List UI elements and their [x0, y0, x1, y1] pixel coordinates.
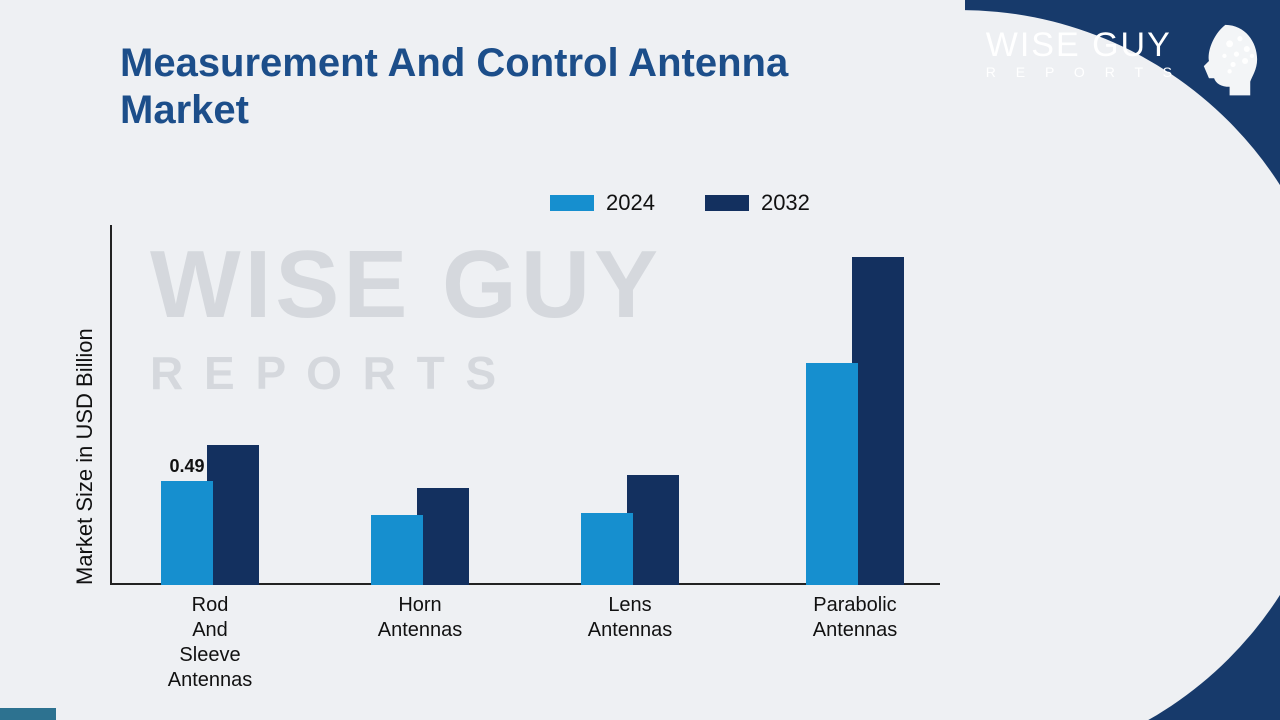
category-label: LensAntennas	[565, 593, 695, 643]
brand-sub: R E P O R T S	[986, 64, 1180, 80]
category-label: RodAndSleeveAntennas	[145, 593, 275, 693]
bar-2032	[627, 475, 679, 585]
y-axis-label: Market Size in USD Billion	[72, 328, 98, 585]
legend-item-2024: 2024	[550, 190, 655, 216]
bar-2032	[417, 488, 469, 585]
y-axis	[110, 225, 112, 585]
chart-canvas: WISE GUY R E P O R T S WISE GUY R E P O …	[0, 0, 1280, 720]
legend-label-2032: 2032	[761, 190, 810, 216]
legend-swatch-2024	[550, 195, 594, 211]
bar-2024	[806, 363, 858, 585]
brand-name: WISE GUY	[986, 28, 1180, 62]
chart-area: 0.49RodAndSleeveAntennasHornAntennasLens…	[110, 225, 940, 585]
bar-2024	[371, 515, 423, 585]
accent-bar	[0, 708, 56, 720]
legend: 2024 2032	[550, 190, 810, 216]
category-label: ParabolicAntennas	[790, 593, 920, 643]
bar-2032	[852, 257, 904, 585]
chart-title: Measurement And Control Antenna Market	[120, 40, 860, 134]
legend-item-2032: 2032	[705, 190, 810, 216]
legend-swatch-2032	[705, 195, 749, 211]
bar-2024	[161, 481, 213, 585]
brand-block: WISE GUY R E P O R T S	[986, 28, 1180, 80]
bar-2024	[581, 513, 633, 585]
category-label: HornAntennas	[355, 593, 485, 643]
legend-label-2024: 2024	[606, 190, 655, 216]
bar-value-label: 0.49	[155, 456, 219, 477]
brand-head-icon	[1178, 18, 1264, 104]
